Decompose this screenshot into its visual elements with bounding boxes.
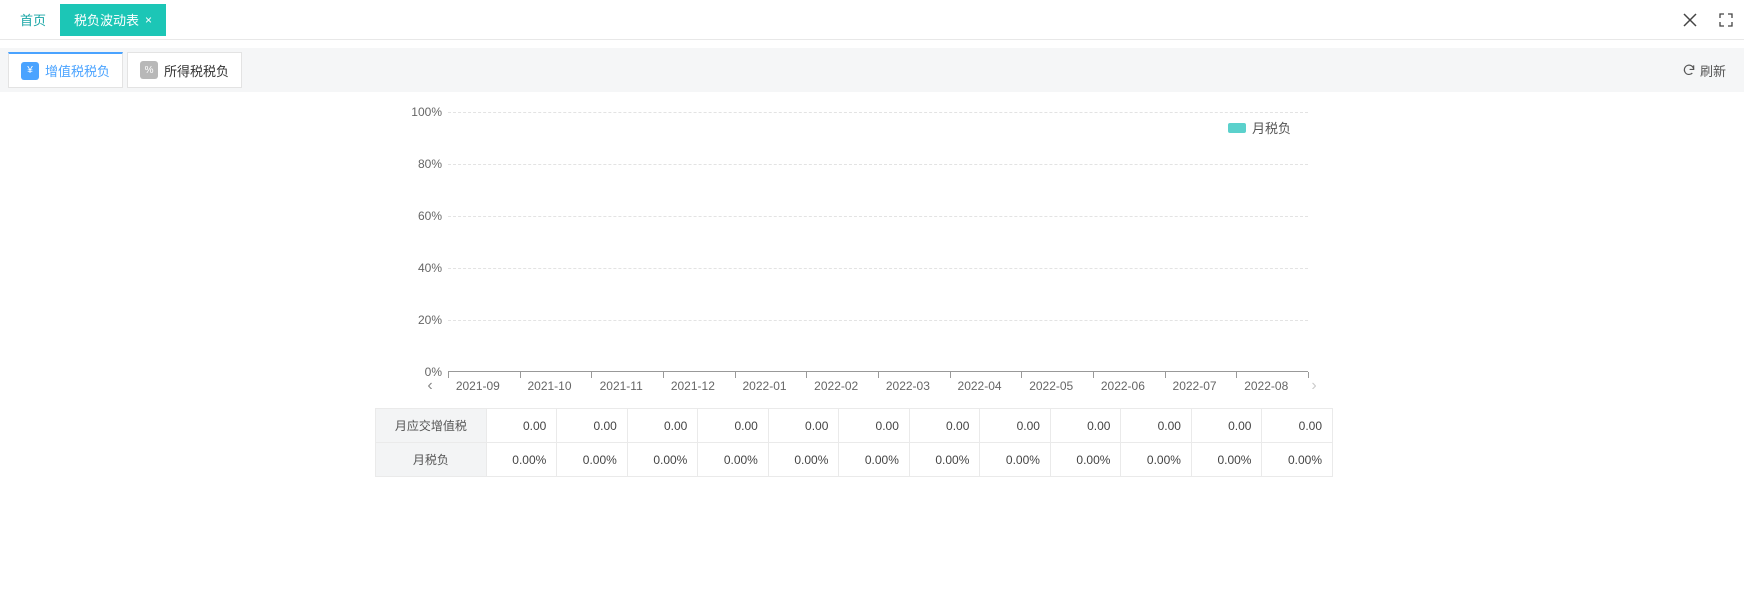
y-tick-label: 40%	[418, 261, 442, 275]
fullscreen-icon	[1719, 13, 1733, 27]
x-tick-label: 2021-10	[514, 379, 586, 393]
x-tick-label: 2022-02	[800, 379, 872, 393]
cell: 0.00%	[909, 443, 980, 477]
cell: 0.00	[627, 409, 698, 443]
refresh-button[interactable]: 刷新	[1672, 57, 1736, 84]
y-tick-label: 0%	[425, 365, 442, 379]
x-icon	[1683, 13, 1697, 27]
refresh-label: 刷新	[1700, 61, 1726, 80]
cell: 0.00%	[486, 443, 557, 477]
data-table: 月应交增值税 0.00 0.00 0.00 0.00 0.00 0.00 0.0…	[375, 408, 1333, 477]
x-tick-label: 2021-09	[442, 379, 514, 393]
cell: 0.00	[698, 409, 769, 443]
x-axis-row: ‹ 2021-092021-102021-112021-122022-01202…	[418, 378, 1338, 394]
y-tick-label: 60%	[418, 209, 442, 223]
cell: 0.00%	[1191, 443, 1262, 477]
cell: 0.00%	[1121, 443, 1192, 477]
row-header: 月税负	[376, 443, 487, 477]
x-tick-label: 2021-11	[585, 379, 657, 393]
chart-plot: 100% 80% 60% 40% 20% 0%	[448, 112, 1308, 372]
x-tick-label: 2022-06	[1087, 379, 1159, 393]
tab-home[interactable]: 首页	[6, 4, 60, 36]
cell: 0.00	[909, 409, 980, 443]
cell: 0.00	[1121, 409, 1192, 443]
subtab-label: 增值税税负	[45, 61, 110, 80]
cell: 0.00%	[627, 443, 698, 477]
x-tick-label: 2022-03	[872, 379, 944, 393]
subtab-income-tax[interactable]: % 所得税税负	[127, 52, 242, 88]
cell: 0.00	[1262, 409, 1333, 443]
income-tax-icon: %	[140, 61, 158, 79]
close-icon[interactable]: ×	[145, 13, 152, 27]
x-tick-label: 2022-01	[729, 379, 801, 393]
close-panel-button[interactable]	[1672, 2, 1708, 38]
cell: 0.00%	[768, 443, 839, 477]
y-tick-label: 100%	[411, 105, 442, 119]
subtab-label: 所得税税负	[164, 61, 229, 80]
x-tick-label: 2022-08	[1230, 379, 1302, 393]
x-tick-label: 2021-12	[657, 379, 729, 393]
cell: 0.00%	[839, 443, 910, 477]
x-tick-label: 2022-05	[1015, 379, 1087, 393]
cell: 0.00	[557, 409, 628, 443]
tab-label: 税负波动表	[74, 10, 139, 29]
table-row: 月税负 0.00% 0.00% 0.00% 0.00% 0.00% 0.00% …	[376, 443, 1333, 477]
top-tabbar: 首页 税负波动表 ×	[0, 0, 1744, 40]
row-header: 月应交增值税	[376, 409, 487, 443]
table-row: 月应交增值税 0.00 0.00 0.00 0.00 0.00 0.00 0.0…	[376, 409, 1333, 443]
cell: 0.00	[486, 409, 557, 443]
cell: 0.00%	[1262, 443, 1333, 477]
chart-area: 月税负 100% 80% 60% 40% 20% 0% ‹ 2021-09202…	[8, 112, 1736, 477]
fullscreen-button[interactable]	[1708, 2, 1744, 38]
cell: 0.00	[1191, 409, 1262, 443]
y-tick-label: 80%	[418, 157, 442, 171]
vat-icon: ¥	[21, 62, 39, 80]
subtab-vat[interactable]: ¥ 增值税税负	[8, 52, 123, 88]
y-axis: 100% 80% 60% 40% 20% 0%	[398, 112, 448, 372]
sub-tab-row: ¥ 增值税税负 % 所得税税负 刷新	[0, 48, 1744, 92]
cell: 0.00%	[557, 443, 628, 477]
refresh-icon	[1682, 63, 1696, 77]
chart-prev-button[interactable]: ‹	[418, 378, 442, 394]
chart-next-button[interactable]: ›	[1302, 378, 1326, 394]
x-tick-label: 2022-07	[1159, 379, 1231, 393]
cell: 0.00%	[1050, 443, 1121, 477]
x-axis-labels: 2021-092021-102021-112021-122022-012022-…	[442, 379, 1302, 393]
y-tick-label: 20%	[418, 313, 442, 327]
cell: 0.00	[768, 409, 839, 443]
cell: 0.00	[1050, 409, 1121, 443]
tab-tax-fluctuation[interactable]: 税负波动表 ×	[60, 4, 166, 36]
cell: 0.00	[980, 409, 1051, 443]
cell: 0.00%	[698, 443, 769, 477]
cell: 0.00	[839, 409, 910, 443]
x-tick-label: 2022-04	[944, 379, 1016, 393]
cell: 0.00%	[980, 443, 1051, 477]
